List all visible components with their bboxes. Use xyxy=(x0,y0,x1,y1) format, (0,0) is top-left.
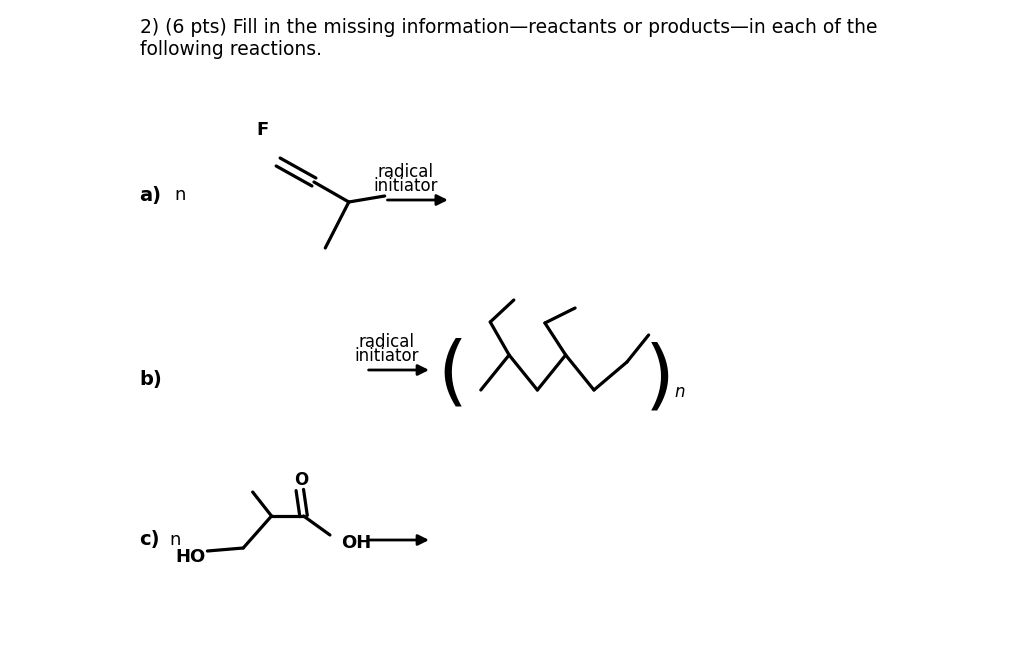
Text: a): a) xyxy=(139,185,162,204)
Text: F: F xyxy=(256,121,268,139)
Text: radical: radical xyxy=(358,333,415,351)
Text: OH: OH xyxy=(341,534,372,552)
Text: 2) (6 pts) Fill in the missing information—reactants or products—in each of the
: 2) (6 pts) Fill in the missing informati… xyxy=(139,18,877,59)
Text: initiator: initiator xyxy=(373,177,437,195)
Text: b): b) xyxy=(139,371,162,390)
Text: n: n xyxy=(170,531,181,549)
Text: n: n xyxy=(674,383,685,401)
Text: radical: radical xyxy=(378,163,433,181)
Text: O: O xyxy=(295,471,309,489)
Text: c): c) xyxy=(139,531,160,550)
Text: ): ) xyxy=(645,341,675,415)
Text: n: n xyxy=(174,186,185,204)
Text: HO: HO xyxy=(175,548,206,566)
Text: initiator: initiator xyxy=(354,347,419,365)
Text: (: ( xyxy=(437,338,468,412)
